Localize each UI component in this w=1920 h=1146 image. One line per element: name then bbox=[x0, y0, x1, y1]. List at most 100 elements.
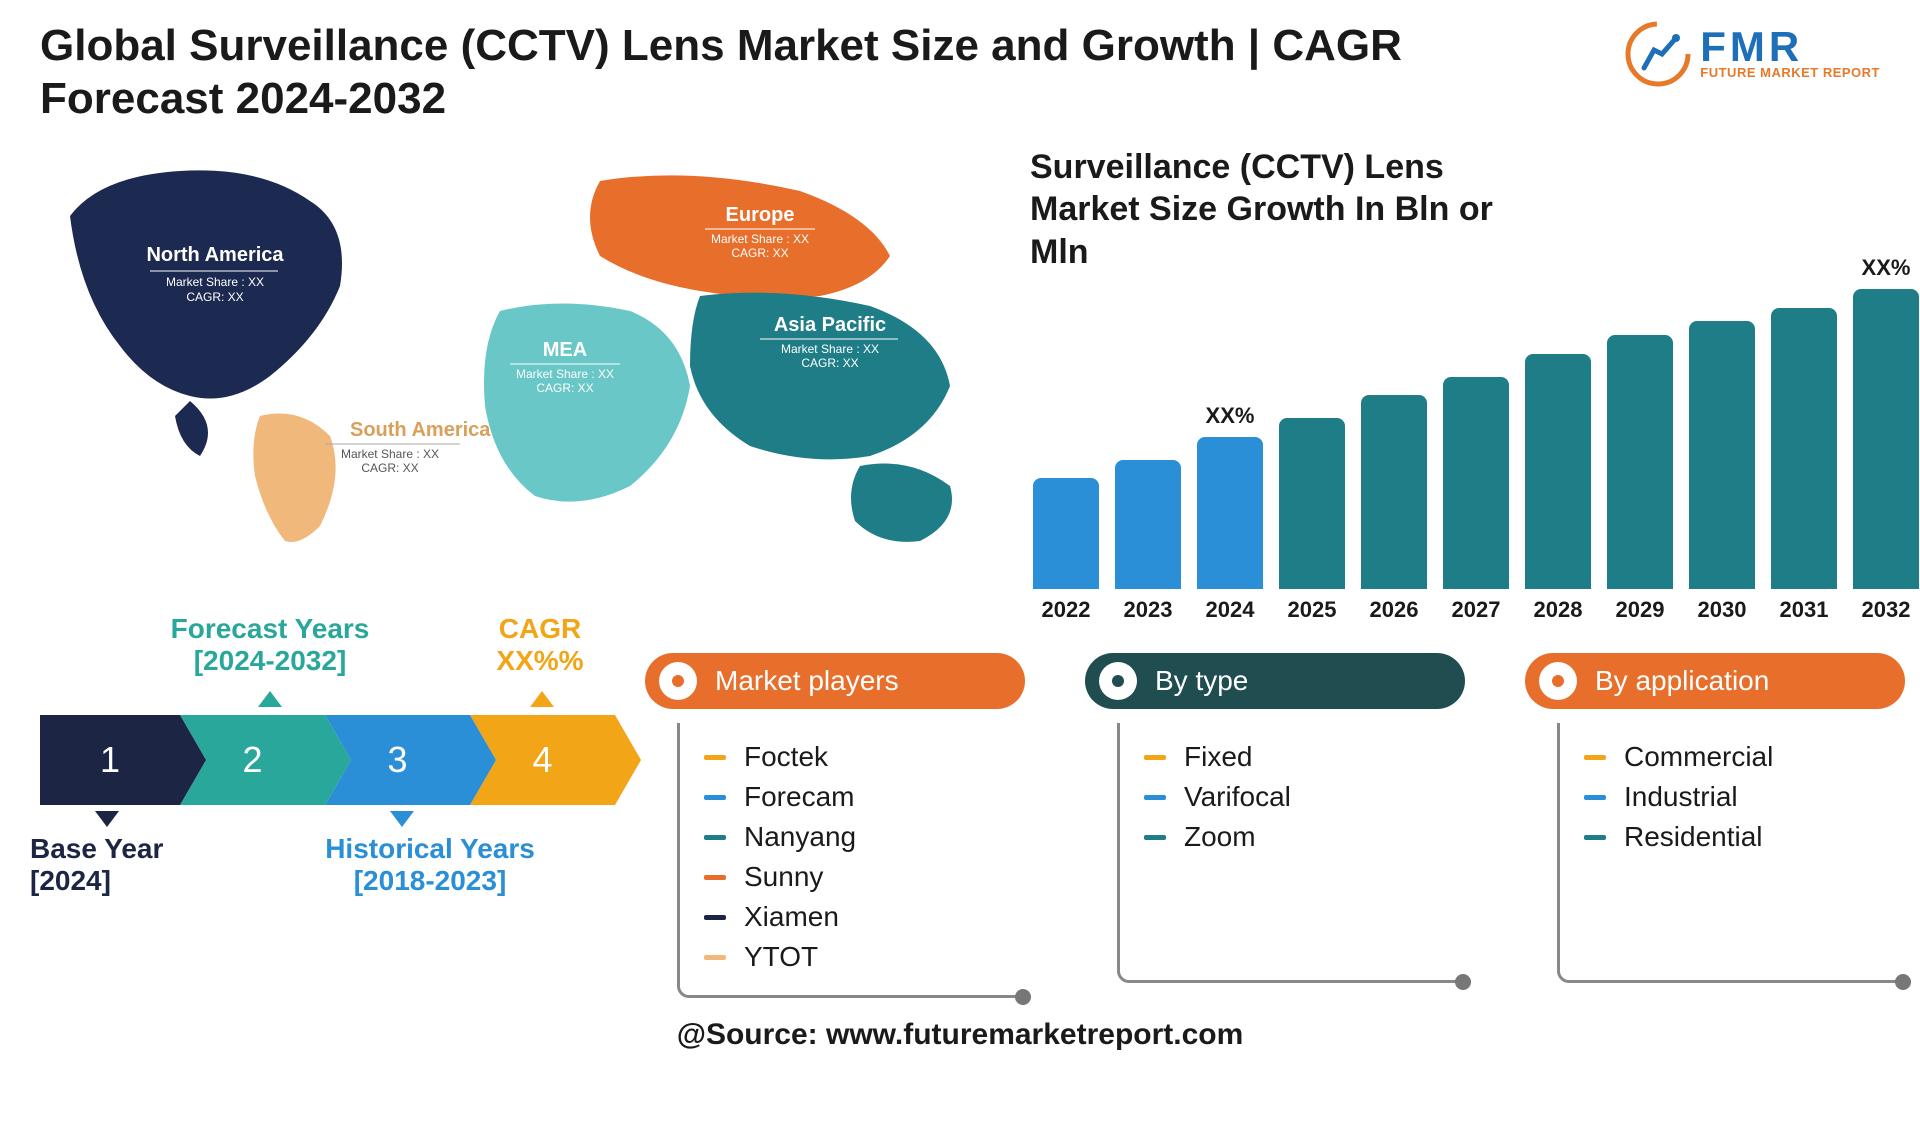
segment-item: Nanyang bbox=[704, 821, 1025, 853]
segment-item-label: YTOT bbox=[744, 941, 818, 973]
region-mea bbox=[484, 303, 690, 501]
region-mea-name: MEA bbox=[543, 339, 587, 361]
bar-col: XX% 2024 bbox=[1194, 403, 1266, 623]
segment-item-label: Forecam bbox=[744, 781, 854, 813]
segment-item-label: Zoom bbox=[1184, 821, 1256, 853]
bar bbox=[1443, 377, 1509, 589]
arrow-up-icon bbox=[258, 691, 282, 707]
bar-annotation: XX% bbox=[1862, 255, 1911, 283]
segment-item-label: Commercial bbox=[1624, 741, 1773, 773]
region-eu-share: Market Share : XX bbox=[711, 232, 809, 246]
bar bbox=[1197, 437, 1263, 589]
segment-item: Commercial bbox=[1584, 741, 1905, 773]
bar-x-label: 2030 bbox=[1698, 597, 1747, 623]
segment-body: Commercial Industrial Residential bbox=[1557, 723, 1905, 983]
region-ap-aus bbox=[851, 463, 952, 541]
region-eu-cagr: CAGR: XX bbox=[731, 246, 788, 260]
tick-icon bbox=[704, 795, 726, 800]
region-eu-name: Europe bbox=[726, 204, 795, 226]
tick-icon bbox=[704, 755, 726, 760]
bar-x-label: 2028 bbox=[1534, 597, 1583, 623]
segment-item: YTOT bbox=[704, 941, 1025, 973]
bullet-icon bbox=[1099, 662, 1137, 700]
timeline: Forecast Years[2024-2032] CAGRXX%% 1 2 3… bbox=[40, 653, 615, 973]
segment-body: Foctek Forecam Nanyang Sunny Xiamen YTOT bbox=[677, 723, 1025, 998]
bar-col: 2031 bbox=[1768, 274, 1840, 624]
region-na-name: North America bbox=[146, 244, 284, 266]
arrow-down-icon bbox=[95, 811, 119, 827]
bar-chart-box: Surveillance (CCTV) Lens Market Size Gro… bbox=[1030, 146, 1920, 624]
bar-x-label: 2026 bbox=[1370, 597, 1419, 623]
region-na bbox=[70, 170, 342, 456]
segment-title: By application bbox=[1595, 665, 1769, 697]
bar-col: 2025 bbox=[1276, 384, 1348, 623]
segment-item: Varifocal bbox=[1144, 781, 1465, 813]
tick-icon bbox=[1584, 835, 1606, 840]
tick-icon bbox=[1144, 795, 1166, 800]
segment-item: Fixed bbox=[1144, 741, 1465, 773]
header: Global Surveillance (CCTV) Lens Market S… bbox=[0, 0, 1920, 126]
segment-item-label: Residential bbox=[1624, 821, 1763, 853]
bar bbox=[1771, 308, 1837, 590]
segment-item: Industrial bbox=[1584, 781, 1905, 813]
bar-col: 2029 bbox=[1604, 301, 1676, 623]
info-row: Forecast Years[2024-2032] CAGRXX%% 1 2 3… bbox=[0, 623, 1920, 998]
bar bbox=[1607, 335, 1673, 589]
segment-title: Market players bbox=[715, 665, 899, 697]
main-row: North America Market Share : XX CAGR: XX… bbox=[0, 126, 1920, 624]
region-sa-share: Market Share : XX bbox=[341, 447, 439, 461]
segment-item-label: Industrial bbox=[1624, 781, 1738, 813]
region-mea-cagr: CAGR: XX bbox=[536, 381, 593, 395]
bar-x-label: 2025 bbox=[1288, 597, 1337, 623]
bar bbox=[1853, 289, 1919, 589]
segment-item-label: Nanyang bbox=[744, 821, 856, 853]
bullet-icon bbox=[659, 662, 697, 700]
logo-icon bbox=[1624, 20, 1692, 88]
bar-x-label: 2027 bbox=[1452, 597, 1501, 623]
bar-x-label: 2024 bbox=[1206, 597, 1255, 623]
segment-item: Forecam bbox=[704, 781, 1025, 813]
tick-icon bbox=[1584, 755, 1606, 760]
bar-x-label: 2022 bbox=[1042, 597, 1091, 623]
segment-body: Fixed Varifocal Zoom bbox=[1117, 723, 1465, 983]
logo-brand: FMR bbox=[1700, 28, 1880, 66]
timeline-label-cagr: CAGRXX%% bbox=[470, 613, 610, 677]
tick-icon bbox=[704, 955, 726, 960]
arrow-down-icon bbox=[390, 811, 414, 827]
logo-subtitle: FUTURE MARKET REPORT bbox=[1700, 65, 1880, 80]
bar-col: 2022 bbox=[1030, 444, 1102, 623]
segments-row: Market players Foctek Forecam Nanyang Sunny X… bbox=[645, 653, 1905, 998]
segment-item-label: Xiamen bbox=[744, 901, 839, 933]
timeline-label-forecast: Forecast Years[2024-2032] bbox=[160, 613, 380, 677]
bar-col: 2026 bbox=[1358, 361, 1430, 623]
bar-col: 2028 bbox=[1522, 320, 1594, 623]
segment-item-label: Sunny bbox=[744, 861, 823, 893]
timeline-label-base: Base Year[2024] bbox=[30, 833, 210, 897]
tick-icon bbox=[704, 835, 726, 840]
segment-item: Zoom bbox=[1144, 821, 1465, 853]
source-text: @Source: www.futuremarketreport.com bbox=[0, 1018, 1920, 1052]
bar-x-label: 2023 bbox=[1124, 597, 1173, 623]
segment-item-label: Foctek bbox=[744, 741, 828, 773]
bar-chart: 2022 2023 XX% 2024 2025 2026 2027 2028 2029 2030 2… bbox=[1030, 283, 1920, 623]
bar-col: XX% 2032 bbox=[1850, 255, 1920, 623]
world-map: North America Market Share : XX CAGR: XX… bbox=[40, 146, 990, 546]
bar-x-label: 2029 bbox=[1616, 597, 1665, 623]
segment-header: By application bbox=[1525, 653, 1905, 709]
segment-item-label: Fixed bbox=[1184, 741, 1252, 773]
bar-annotation: XX% bbox=[1206, 403, 1255, 431]
bar-col: 2027 bbox=[1440, 343, 1512, 623]
segment-column: Market players Foctek Forecam Nanyang Sunny X… bbox=[645, 653, 1025, 998]
bar bbox=[1033, 478, 1099, 589]
tick-icon bbox=[1144, 835, 1166, 840]
region-sa bbox=[253, 413, 335, 542]
bar-col: 2023 bbox=[1112, 426, 1184, 623]
region-ap-share: Market Share : XX bbox=[781, 342, 879, 356]
timeline-label-historical: Historical Years[2018-2023] bbox=[310, 833, 550, 897]
segment-header: By type bbox=[1085, 653, 1465, 709]
bar-x-label: 2032 bbox=[1862, 597, 1911, 623]
tick-icon bbox=[704, 915, 726, 920]
arrow-up-icon bbox=[530, 691, 554, 707]
segment-item: Sunny bbox=[704, 861, 1025, 893]
region-sa-name: South America bbox=[350, 419, 491, 441]
